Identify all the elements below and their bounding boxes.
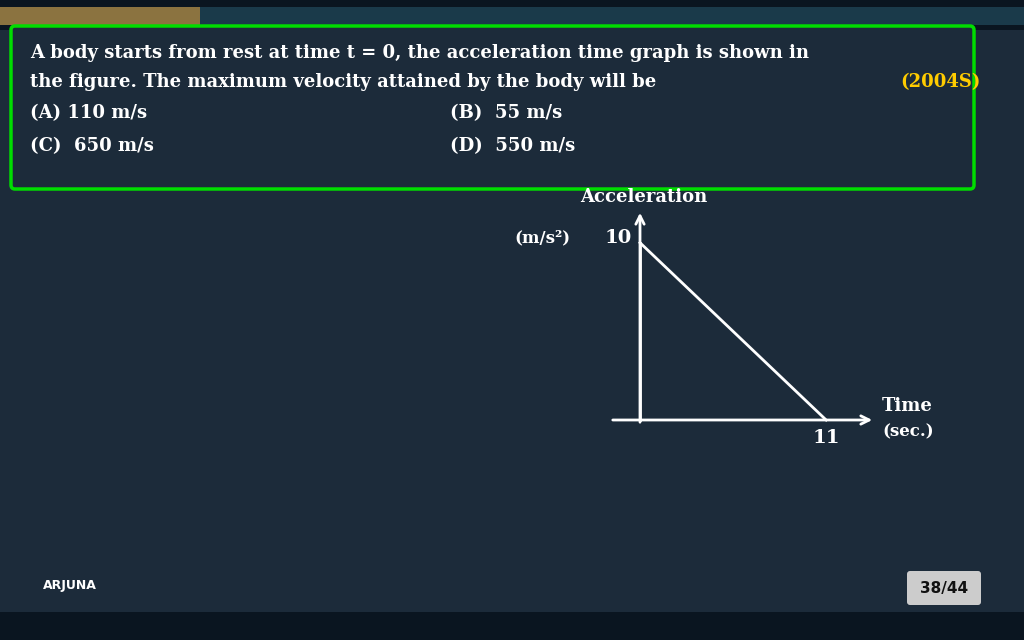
Text: (A) 110 m/s: (A) 110 m/s — [30, 104, 147, 122]
Text: the figure. The maximum velocity attained by the body will be: the figure. The maximum velocity attaine… — [30, 73, 656, 91]
Bar — [200, 7, 1024, 25]
Text: A body starts from rest at time t = 0, the acceleration time graph is shown in: A body starts from rest at time t = 0, t… — [30, 44, 809, 62]
Text: (sec.): (sec.) — [882, 424, 934, 440]
Text: 10: 10 — [605, 228, 632, 247]
Text: (m/s²): (m/s²) — [514, 229, 570, 246]
Text: (2004S): (2004S) — [900, 73, 980, 91]
FancyBboxPatch shape — [11, 26, 974, 189]
Text: (B)  55 m/s: (B) 55 m/s — [450, 104, 562, 122]
Text: (D)  550 m/s: (D) 550 m/s — [450, 137, 575, 155]
Text: (C)  650 m/s: (C) 650 m/s — [30, 137, 154, 155]
FancyBboxPatch shape — [907, 571, 981, 605]
Text: 11: 11 — [812, 429, 840, 447]
Bar — [0, 0, 1024, 30]
Text: 38/44: 38/44 — [920, 580, 968, 595]
Text: Acceleration: Acceleration — [580, 188, 708, 206]
Bar — [0, 612, 1024, 640]
Bar — [0, 7, 200, 25]
Text: ARJUNA: ARJUNA — [43, 579, 97, 591]
Text: Time: Time — [882, 397, 933, 415]
